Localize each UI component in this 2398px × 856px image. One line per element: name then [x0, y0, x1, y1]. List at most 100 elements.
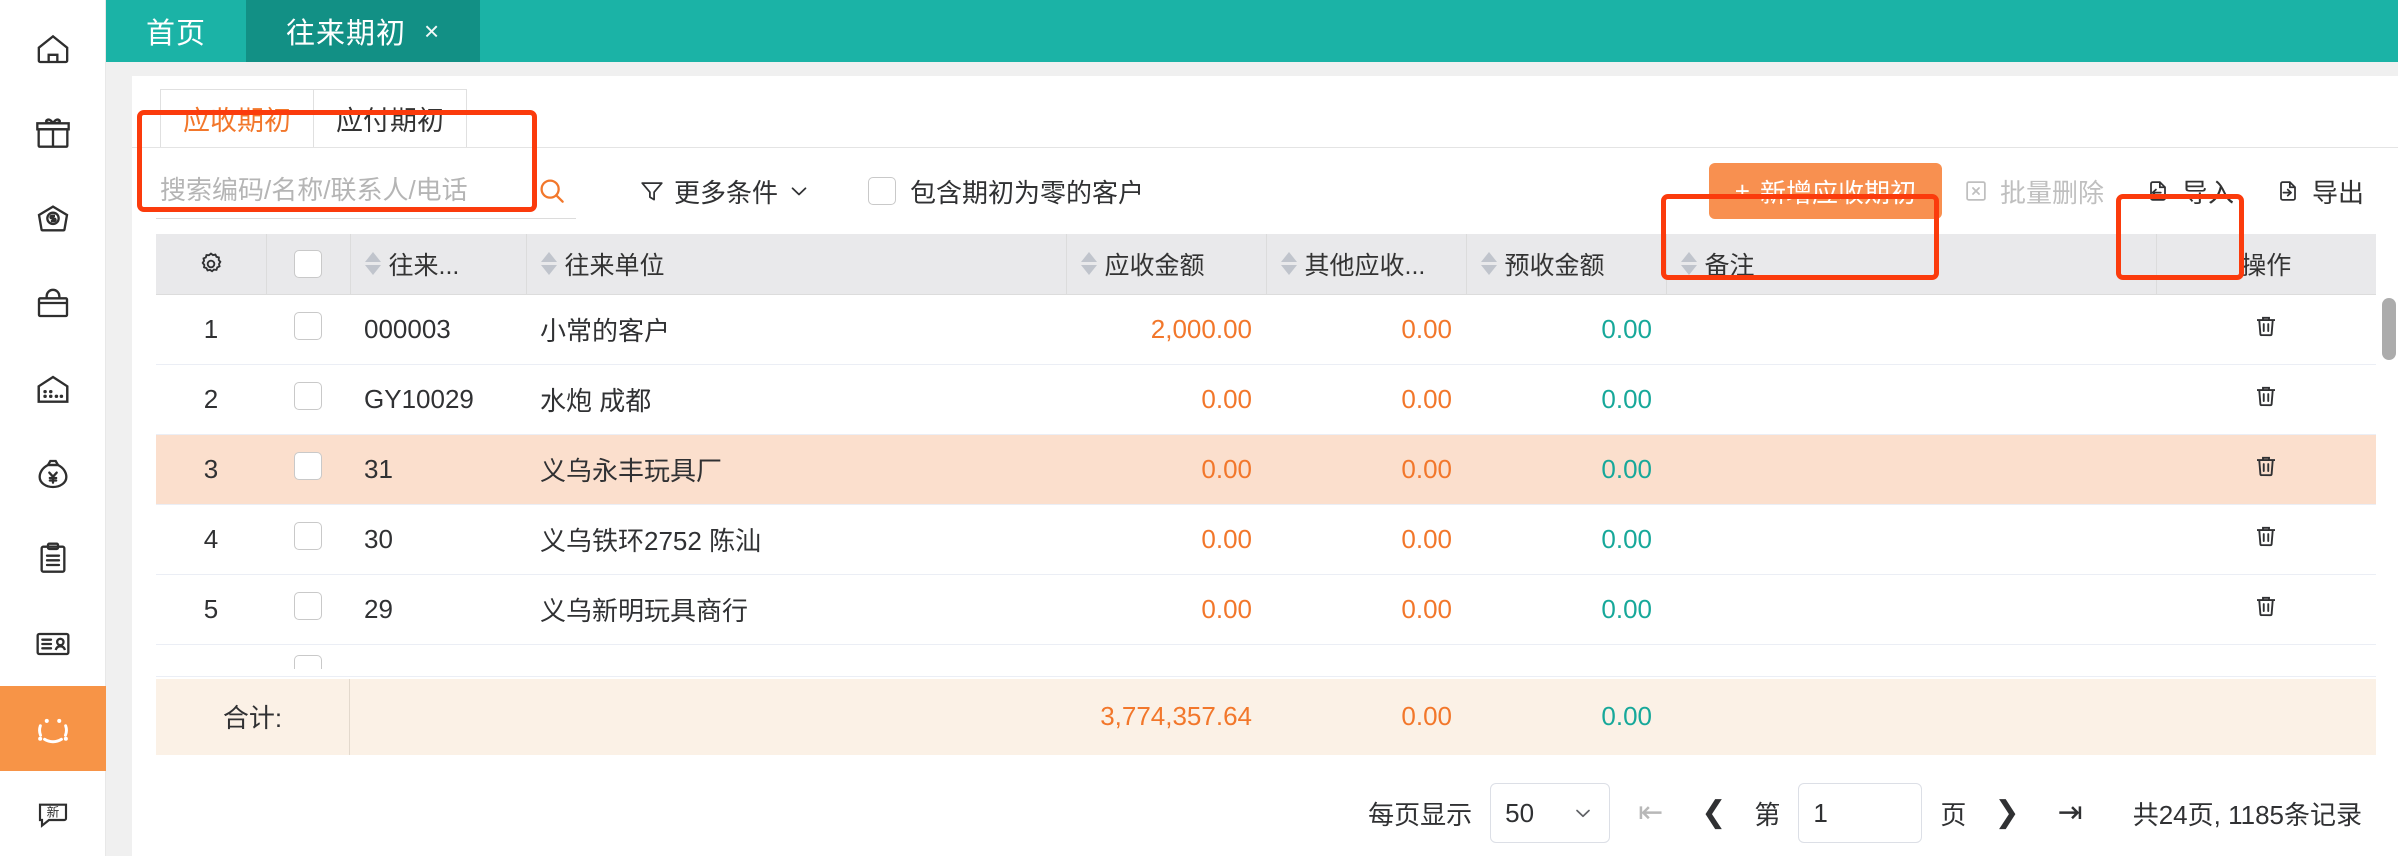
row-other: 0.00	[1266, 364, 1466, 435]
row-actions[interactable]	[2156, 434, 2376, 505]
table-scrollbar-thumb[interactable]	[2382, 298, 2396, 360]
add-plus-icon: +	[1734, 175, 1750, 206]
search-input[interactable]	[160, 175, 500, 206]
row-checkbox[interactable]	[294, 654, 322, 669]
include-zero-checkbox-box[interactable]	[868, 177, 897, 205]
table-row[interactable]: 3 31 义乌永丰玩具厂 0.00 0.00 0.00	[156, 434, 2376, 505]
row-unit: 小常的客户	[526, 294, 1066, 365]
row-actions[interactable]	[2156, 574, 2376, 645]
table-row-partial[interactable]	[156, 644, 2376, 677]
row-memo	[1666, 294, 2156, 365]
home-icon	[37, 34, 68, 63]
row-checkbox-cell[interactable]	[266, 364, 350, 435]
import-button[interactable]: 导入	[2124, 163, 2254, 219]
sidebar-item-warehouse[interactable]	[0, 346, 106, 431]
row-index: 3	[156, 434, 266, 505]
row-receivable: 0.00	[1066, 364, 1266, 435]
tab-close-icon[interactable]: ×	[424, 16, 441, 46]
table-row[interactable]: 1 000003 小常的客户 2,000.00 0.00 0.00	[156, 294, 2376, 365]
sidebar-item-settings[interactable]	[0, 686, 106, 771]
sidebar-item-report[interactable]	[0, 516, 106, 601]
last-page-button[interactable]: ⇥	[2057, 796, 2083, 829]
table-row[interactable]: 5 29 义乌新明玩具商行 0.00 0.00 0.00	[156, 574, 2376, 645]
row-checkbox[interactable]	[294, 451, 322, 480]
sidebar-item-sales[interactable]	[0, 176, 106, 261]
contacts-icon	[35, 632, 69, 655]
next-page-button[interactable]: ❯	[1994, 796, 2020, 829]
row-checkbox-cell[interactable]	[266, 294, 350, 365]
gear-icon[interactable]	[195, 248, 227, 280]
export-button[interactable]: 导出	[2254, 163, 2384, 219]
search-icon[interactable]	[536, 175, 568, 207]
page-number-input[interactable]	[1798, 783, 1923, 843]
include-zero-checkbox[interactable]: 包含期初为零的客户	[868, 173, 1144, 210]
window-tabbar: 首页 往来期初 ×	[106, 0, 2398, 62]
sort-icon-unit[interactable]	[540, 252, 557, 276]
settings-dashed-icon	[37, 718, 68, 743]
select-all-checkbox[interactable]	[294, 249, 322, 278]
total-receivable: 3,774,357.64	[1100, 701, 1252, 731]
pagination-bar: 每页显示 50 ⇤ ❮ 第 页 ❯ ⇥ 共24页, 1185条记录	[132, 770, 2398, 856]
sort-icon-other[interactable]	[1280, 252, 1297, 276]
row-actions[interactable]	[2156, 364, 2376, 435]
row-other: 0.00	[1266, 574, 1466, 645]
trash-icon[interactable]	[2251, 311, 2281, 341]
col-header-prepaid[interactable]: 预收金额	[1466, 234, 1667, 295]
row-code: 31	[350, 434, 526, 505]
row-checkbox-cell[interactable]	[266, 504, 350, 575]
first-page-button[interactable]: ⇤	[1638, 796, 1664, 829]
row-checkbox[interactable]	[294, 521, 322, 550]
table-row[interactable]: 2 GY10029 水炮 成都 0.00 0.00 0.00	[156, 364, 2376, 435]
table-select-all-cell[interactable]	[266, 234, 351, 295]
tab-current-label: 往来期初	[286, 18, 407, 50]
col-header-code[interactable]: 往来...	[350, 234, 527, 295]
row-actions[interactable]	[2156, 504, 2376, 575]
col-header-other[interactable]: 其他应收...	[1266, 234, 1467, 295]
tab-payable-opening[interactable]: 应付期初	[313, 89, 467, 147]
row-prepaid: 0.00	[1466, 364, 1666, 435]
row-checkbox[interactable]	[294, 381, 322, 410]
table-settings-cell[interactable]	[156, 234, 267, 295]
sidebar-item-purchase[interactable]	[0, 261, 106, 346]
tab-home[interactable]: 首页	[106, 0, 246, 62]
tab-receivable-opening[interactable]: 应收期初	[160, 89, 314, 147]
trash-icon[interactable]	[2251, 381, 2281, 411]
row-checkbox[interactable]	[294, 311, 322, 340]
sidebar-item-new[interactable]: 新	[0, 771, 106, 856]
sort-icon-code[interactable]	[364, 252, 381, 276]
add-receivable-opening-button[interactable]: + 新增应收期初	[1708, 163, 1942, 219]
page-size-select[interactable]: 50	[1490, 783, 1611, 843]
table-row[interactable]: 4 30 义乌铁环2752 陈汕 0.00 0.00 0.00	[156, 504, 2376, 575]
sidebar-item-contacts[interactable]	[0, 601, 106, 686]
row-checkbox-cell[interactable]	[266, 434, 350, 505]
filter-toolbar: 更多条件 包含期初为零的客户 + 新增应收期初	[132, 148, 2398, 234]
tab-current-account-opening[interactable]: 往来期初 ×	[246, 0, 481, 62]
row-index: 1	[156, 294, 266, 365]
row-checkbox-cell[interactable]	[266, 574, 350, 645]
sort-icon-memo[interactable]	[1680, 252, 1697, 276]
tab-home-label: 首页	[146, 18, 207, 50]
sidebar-item-gift[interactable]	[0, 91, 106, 176]
search-box[interactable]	[156, 163, 576, 219]
batch-delete-button[interactable]: 批量删除	[1942, 163, 2124, 219]
new-badge-icon: 新	[38, 803, 67, 828]
col-header-unit[interactable]: 往来单位	[526, 234, 1067, 295]
sidebar-item-money[interactable]	[0, 431, 106, 516]
trash-icon[interactable]	[2251, 591, 2281, 621]
row-index: 5	[156, 574, 266, 645]
trash-icon[interactable]	[2251, 451, 2281, 481]
trash-icon[interactable]	[2251, 521, 2281, 551]
col-header-memo[interactable]: 备注	[1666, 234, 2157, 295]
row-actions[interactable]	[2156, 294, 2376, 365]
svg-text:新: 新	[46, 804, 59, 819]
sort-icon-prepaid[interactable]	[1480, 252, 1497, 276]
report-icon	[39, 541, 66, 573]
more-conditions-button[interactable]: 更多条件	[638, 173, 812, 210]
sort-icon-receivable[interactable]	[1080, 252, 1097, 276]
col-header-unit-label: 往来单位	[564, 251, 665, 280]
row-checkbox-cell[interactable]	[266, 644, 350, 677]
sidebar-item-home[interactable]	[0, 6, 106, 91]
prev-page-button[interactable]: ❮	[1701, 796, 1727, 829]
row-checkbox[interactable]	[294, 591, 322, 620]
col-header-receivable[interactable]: 应收金额	[1066, 234, 1267, 295]
